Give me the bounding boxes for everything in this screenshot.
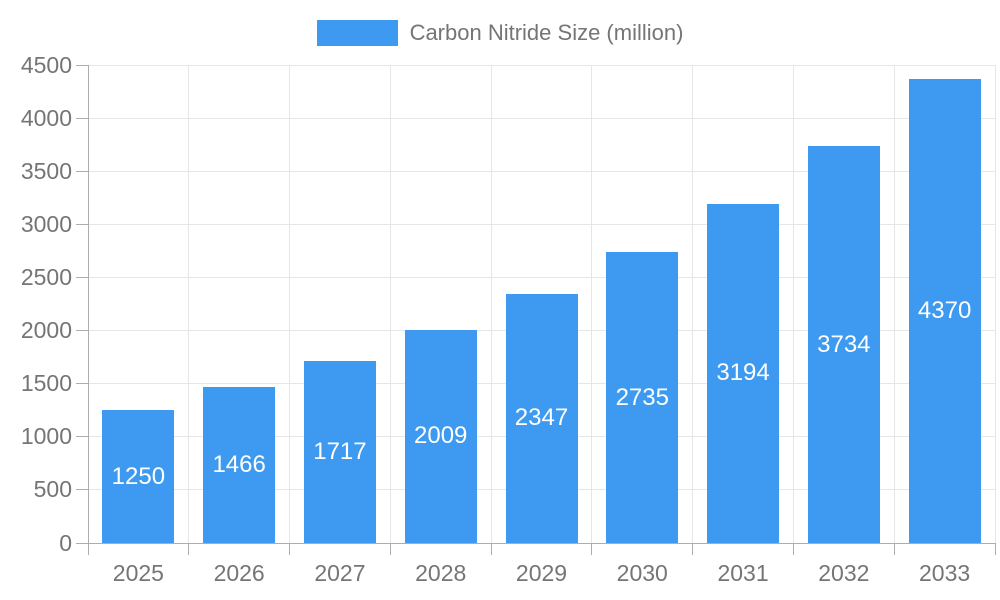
x-axis-tick — [792, 543, 794, 555]
gridline-vertical — [994, 65, 996, 543]
x-axis-tick — [87, 543, 89, 555]
gridline-horizontal — [88, 64, 995, 66]
gridline-vertical — [490, 65, 492, 543]
legend-label: Carbon Nitride Size (million) — [409, 20, 684, 45]
bar-value-label: 2347 — [514, 404, 569, 432]
x-axis-tick — [893, 543, 895, 555]
x-axis-tick — [389, 543, 391, 555]
x-axis-tick — [692, 543, 694, 555]
y-axis-tick — [76, 276, 88, 278]
gridline-vertical — [692, 65, 694, 543]
gridline-vertical — [289, 65, 291, 543]
gridline-horizontal — [88, 276, 995, 278]
x-axis-label: 2027 — [314, 560, 366, 586]
x-axis-label: 2033 — [919, 560, 971, 586]
y-axis-tick — [76, 383, 88, 385]
x-axis-tick — [289, 543, 291, 555]
y-axis-label: 4500 — [20, 51, 72, 78]
bar-value-label: 2009 — [414, 422, 468, 450]
y-axis-tick — [76, 542, 88, 544]
bar-2033[interactable]: 4370 — [908, 78, 981, 543]
y-axis-tick — [76, 489, 88, 491]
y-axis-label: 0 — [59, 529, 72, 556]
x-axis-label: 2025 — [112, 560, 164, 586]
gridline-vertical — [591, 65, 593, 543]
bar-value-label: 1250 — [111, 462, 166, 490]
gridline-vertical — [188, 65, 190, 543]
x-axis-tick — [188, 543, 190, 555]
y-axis-tick — [76, 170, 88, 172]
y-axis-label: 1500 — [20, 370, 72, 397]
y-axis-tick — [76, 330, 88, 332]
y-axis-label: 4000 — [20, 104, 72, 131]
x-axis-label: 2029 — [515, 560, 568, 586]
y-axis-tick — [76, 117, 88, 119]
y-axis-tick — [76, 436, 88, 438]
gridline-horizontal — [88, 117, 995, 119]
bar-value-label: 1717 — [313, 437, 367, 465]
bar-2026[interactable]: 1466 — [203, 387, 276, 543]
gridline-vertical — [389, 65, 391, 543]
bar-2027[interactable]: 1717 — [303, 360, 376, 543]
bar-value-label: 4370 — [917, 296, 972, 324]
bar-value-label: 2735 — [615, 383, 669, 411]
gridline-horizontal — [88, 170, 995, 172]
bar-2029[interactable]: 2347 — [505, 293, 578, 543]
y-axis-label: 3500 — [20, 157, 72, 184]
y-axis-tick — [76, 223, 88, 225]
bar-value-label: 3734 — [817, 330, 871, 358]
x-axis-line — [88, 542, 995, 544]
x-axis-tick — [591, 543, 593, 555]
x-axis-tick — [490, 543, 492, 555]
y-axis-label: 3000 — [20, 210, 72, 237]
x-axis-tick — [994, 543, 996, 555]
gridline-horizontal — [88, 223, 995, 225]
y-axis-label: 1000 — [20, 423, 72, 450]
legend-swatch — [316, 20, 398, 46]
bar-2031[interactable]: 3194 — [707, 203, 780, 543]
bar-2032[interactable]: 3734 — [807, 146, 880, 543]
x-axis-label: 2026 — [213, 560, 265, 586]
y-axis-label: 2500 — [20, 263, 72, 290]
y-axis-line — [87, 65, 89, 543]
y-axis-label: 2000 — [20, 317, 72, 344]
gridline-vertical — [792, 65, 794, 543]
y-axis-label: 500 — [33, 476, 72, 503]
bar-value-label: 1466 — [212, 451, 266, 479]
x-axis-label: 2031 — [717, 560, 769, 586]
legend[interactable]: Carbon Nitride Size (million) — [0, 20, 1000, 46]
y-axis-tick — [76, 64, 88, 66]
gridline-vertical — [893, 65, 895, 543]
bar-2025[interactable]: 1250 — [102, 410, 175, 543]
bar-2028[interactable]: 2009 — [404, 329, 477, 543]
x-axis-label: 2030 — [616, 560, 668, 586]
bar-value-label: 3194 — [716, 359, 770, 387]
x-axis-label: 2032 — [818, 560, 870, 586]
bar-2030[interactable]: 2735 — [606, 252, 679, 543]
x-axis-label: 2028 — [415, 560, 467, 586]
